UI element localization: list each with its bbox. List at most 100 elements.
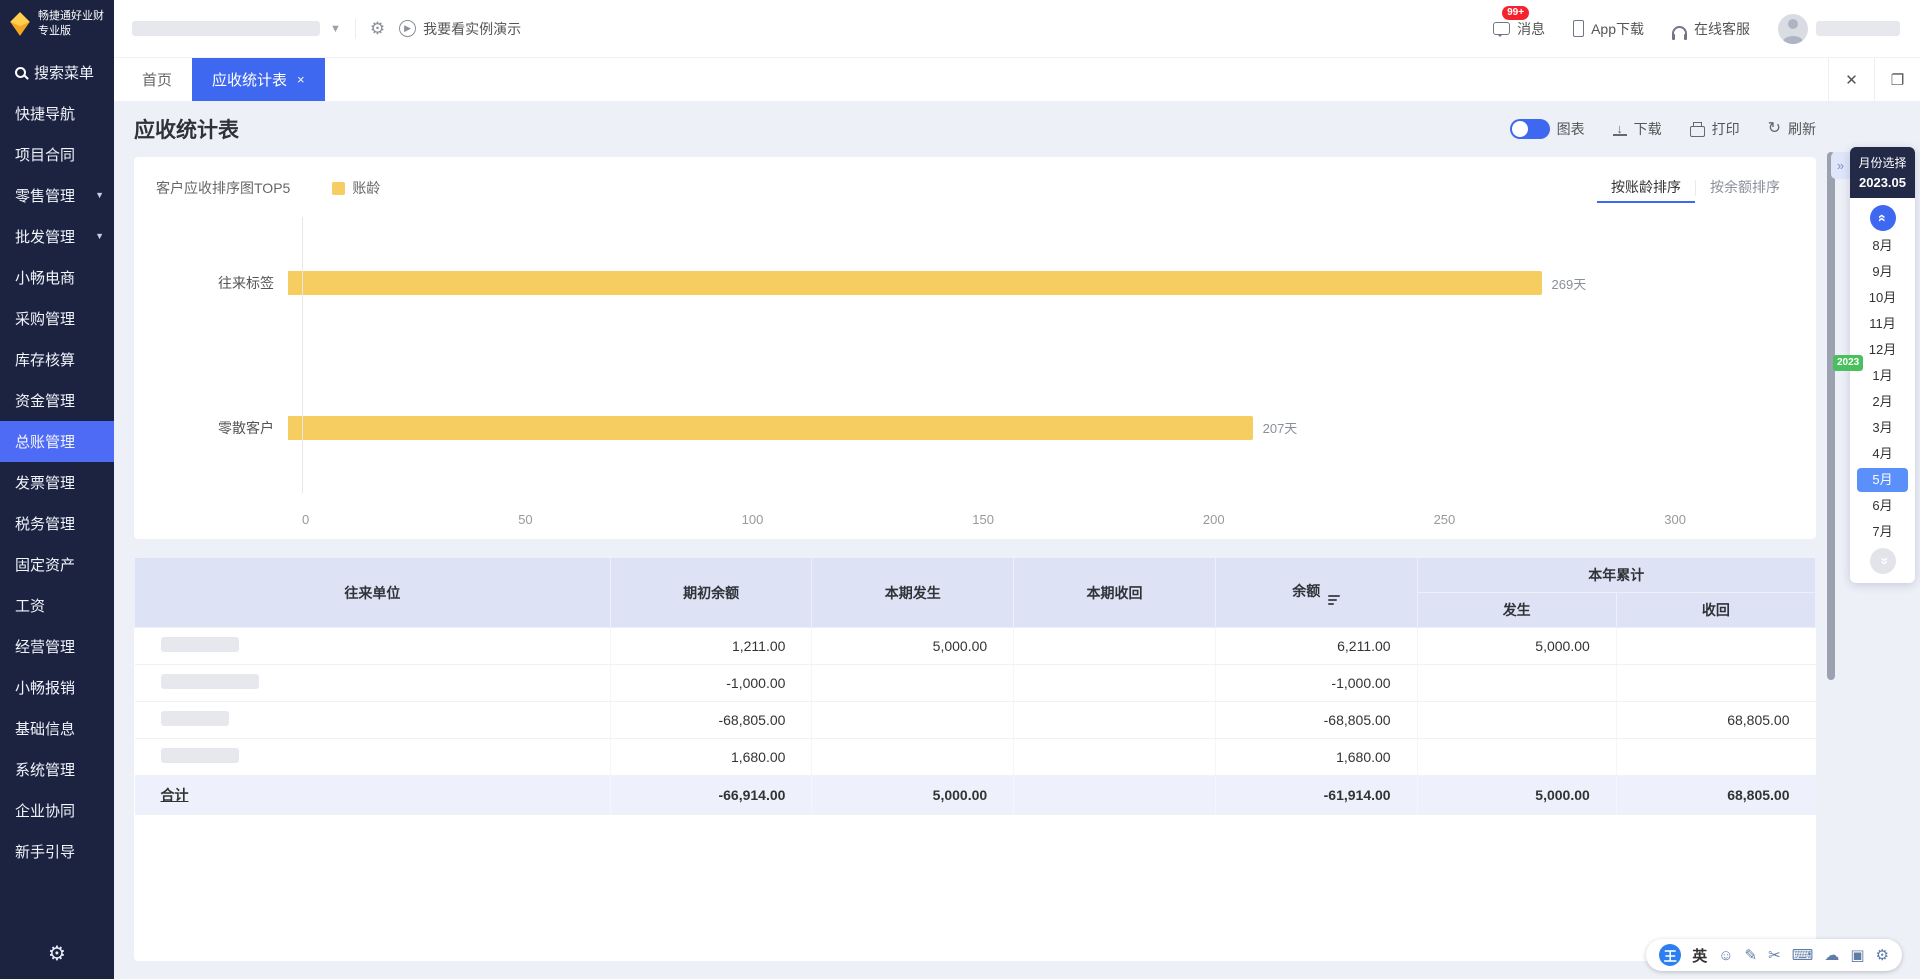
sidebar-item-search-menu[interactable]: 搜索菜单 [0,52,114,93]
sidebar-item-payroll[interactable]: 工资 [0,585,114,626]
avatar [1778,13,1808,44]
gear-icon[interactable]: ⚙ [369,18,386,38]
month-item[interactable]: 7月 [1872,524,1893,539]
sort-by-balance-tab[interactable]: 按余额排序 [1710,179,1780,195]
pen-icon[interactable]: ✎ [1744,946,1758,964]
sidebar-item-retail[interactable]: 零售管理 ▼ [0,175,114,216]
sidebar-item-operations[interactable]: 经营管理 [0,626,114,667]
sidebar-item-inventory[interactable]: 库存核算 [0,339,114,380]
cell: 5,000.00 [1417,775,1617,815]
message-count-badge: 99+ [1502,5,1530,20]
redacted-company-name [132,21,320,36]
chart-sort-tabs: 按账龄排序 按余额排序 [1597,173,1794,203]
table-row[interactable]: -68,805.00 -68,805.00 68,805.00 [134,701,1816,739]
month-item[interactable]: 4月 [1872,446,1893,461]
refresh-button[interactable]: ↻ 刷新 [1768,119,1816,139]
month-item[interactable]: 9月 [1872,264,1893,279]
cell: 5,000.00 [811,627,1015,665]
cell [811,701,1015,739]
toggle-switch[interactable] [1509,119,1550,139]
company-selector[interactable]: ▼ [132,21,341,36]
sidebar-item-beginner-guide[interactable]: 新手引导 [0,831,114,872]
keyboard-icon[interactable]: ⌨ [1791,946,1814,964]
sidebar-item-label: 经营管理 [15,638,76,656]
cloud-icon[interactable]: ☁ [1824,946,1840,964]
col-header-ytd-collected: 收回 [1615,592,1816,628]
table-row[interactable]: -1,000.00 -1,000.00 [134,664,1816,702]
tab-receivable-report[interactable]: 应收统计表 × [192,58,325,101]
sidebar-item-collaboration[interactable]: 企业协同 [0,790,114,831]
messages-button[interactable]: 99+ 消息 [1493,5,1545,39]
cell: 68,805.00 [1616,775,1816,815]
sidebar-item-quick-nav[interactable]: 快捷导航 [0,93,114,134]
month-item[interactable]: 2月 [1872,394,1893,409]
print-button[interactable]: 打印 [1689,119,1740,139]
online-support-button[interactable]: 在线客服 [1672,19,1750,40]
print-icon [1689,121,1705,137]
x-tick: 50 [518,512,533,527]
sidebar-item-system[interactable]: 系统管理 [0,749,114,790]
sidebar-settings-gear-icon[interactable]: ⚙ [48,942,66,965]
scroll-months-up-button[interactable]: « [1869,205,1896,231]
sidebar-item-purchase[interactable]: 采购管理 [0,298,114,339]
sidebar-item-general-ledger[interactable]: 总账管理 [0,420,114,462]
sidebar-item-tax[interactable]: 税务管理 [0,503,114,544]
demo-link[interactable]: ▶ 我要看实例演示 [399,19,521,39]
legend-label: 账龄 [352,180,381,196]
close-all-tabs-button[interactable]: ✕ [1828,58,1874,101]
close-tab-icon[interactable]: × [297,72,305,87]
ime-language-indicator[interactable]: 英 [1692,947,1708,965]
tab-label: 首页 [142,72,173,89]
month-item[interactable]: 3月 [1872,420,1893,435]
month-item[interactable]: 12月 [1868,342,1897,357]
chart-card: 客户应收排序图TOP5 账龄 按账龄排序 按余额排序 往来标签 [134,157,1816,539]
month-item-selected[interactable]: 5月 [1857,468,1908,492]
month-picker-title: 月份选择 [1858,156,1907,170]
chart-toggle[interactable]: 图表 [1509,119,1585,139]
tab-home[interactable]: 首页 [122,58,192,101]
sidebar-item-label: 库存核算 [15,351,76,369]
brand-name-line1: 畅捷通好业财 [38,10,104,22]
cell [1013,738,1216,776]
bar[interactable] [288,271,1542,296]
user-menu[interactable] [1778,13,1900,44]
fullscreen-button[interactable]: ❐ [1874,58,1920,101]
ime-logo[interactable]: 王 [1659,944,1682,966]
sidebar-item-ecommerce[interactable]: 小畅电商 [0,257,114,298]
app-download-button[interactable]: App下载 [1573,19,1644,39]
toolbox-icon[interactable]: ▣ [1850,946,1865,964]
message-bubble-icon [1493,22,1511,37]
topbar: ▼ ⚙ ▶ 我要看实例演示 99+ 消息 App下载 [114,0,1920,57]
collapse-panel-handle[interactable]: » [1831,152,1850,179]
sort-icon[interactable] [1328,594,1341,605]
month-item[interactable]: 6月 [1872,498,1893,513]
redacted-unit-name [160,748,239,763]
sidebar-item-basic-info[interactable]: 基础信息 [0,708,114,749]
scissors-icon[interactable]: ✂ [1768,946,1781,964]
refresh-label: 刷新 [1788,121,1816,137]
month-item[interactable]: 8月 [1872,238,1893,253]
download-button[interactable]: ↓ 下载 [1612,119,1662,139]
chevron-down-icon: ▼ [330,22,341,35]
gear-icon[interactable]: ⚙ [1875,946,1889,964]
cell: -1,000.00 [610,664,813,702]
sidebar-item-fixed-assets[interactable]: 固定资产 [0,544,114,585]
table-row[interactable]: 1,680.00 1,680.00 [134,738,1816,776]
bar[interactable] [288,415,1253,440]
sidebar-item-wholesale[interactable]: 批发管理 ▼ [0,216,114,257]
sidebar-item-project-contract[interactable]: 项目合同 [0,134,114,175]
table-row[interactable]: 1,211.00 5,000.00 6,211.00 5,000.00 [134,627,1816,665]
month-item[interactable]: 10月 [1868,290,1897,305]
scroll-months-down-button[interactable]: « [1869,548,1896,574]
brand-logo-icon [10,11,30,36]
sidebar-item-invoice[interactable]: 发票管理 [0,462,114,503]
bar-row: 往来标签 269天 [156,271,1686,296]
month-item[interactable]: 1月 [1872,368,1893,383]
sort-by-aging-tab[interactable]: 按账龄排序 [1597,173,1695,203]
total-label[interactable]: 合计 [160,787,189,803]
month-item[interactable]: 11月 [1869,316,1896,331]
emoji-icon[interactable]: ☺ [1718,946,1734,964]
sidebar-item-funds[interactable]: 资金管理 [0,380,114,421]
sidebar-item-expense[interactable]: 小畅报销 [0,667,114,708]
vertical-scrollbar[interactable] [1827,152,1835,680]
